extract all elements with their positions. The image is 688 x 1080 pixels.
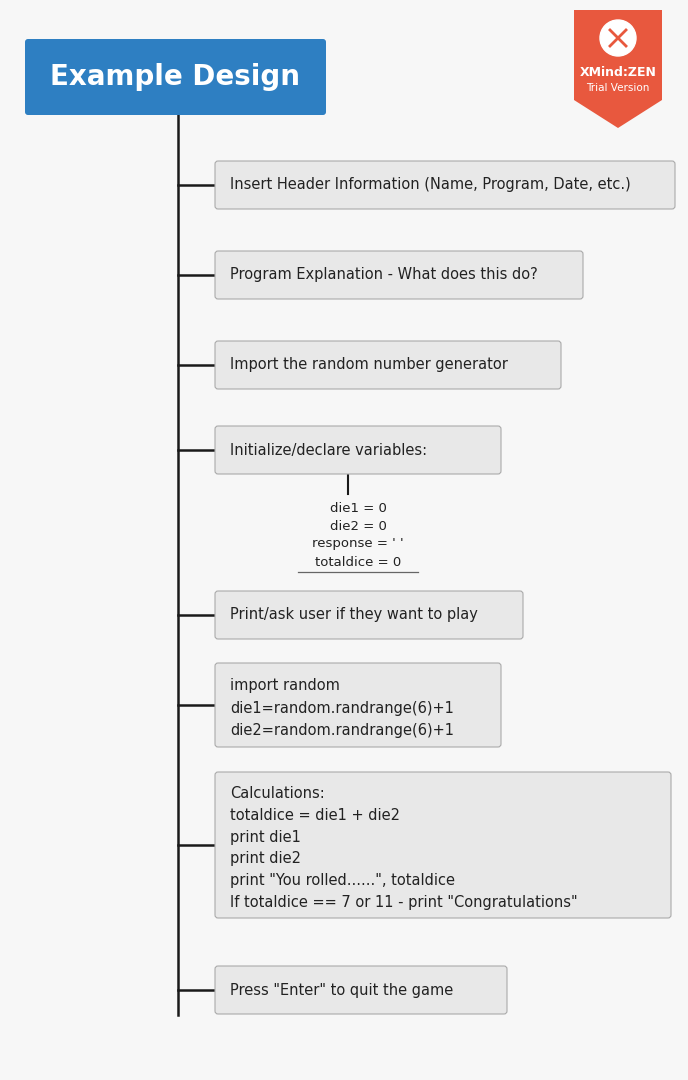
Text: die1 = 0: die1 = 0 [330,501,387,514]
Text: Insert Header Information (Name, Program, Date, etc.): Insert Header Information (Name, Program… [230,177,631,192]
Text: Program Explanation - What does this do?: Program Explanation - What does this do? [230,268,538,283]
Text: If totaldice == 7 or 11 - print "Congratulations": If totaldice == 7 or 11 - print "Congrat… [230,894,578,909]
Text: Press "Enter" to quit the game: Press "Enter" to quit the game [230,983,453,998]
FancyBboxPatch shape [215,426,501,474]
Text: import random: import random [230,678,340,693]
Text: totaldice = die1 + die2: totaldice = die1 + die2 [230,808,400,823]
Text: die2 = 0: die2 = 0 [330,519,387,532]
FancyBboxPatch shape [215,966,507,1014]
Text: totaldice = 0: totaldice = 0 [315,555,401,568]
Text: XMind:ZEN: XMind:ZEN [579,66,656,79]
Text: Import the random number generator: Import the random number generator [230,357,508,373]
Text: Print/ask user if they want to play: Print/ask user if they want to play [230,607,478,622]
Text: Trial Version: Trial Version [586,83,649,93]
Text: print "You rolled......", totaldice: print "You rolled......", totaldice [230,873,455,888]
FancyBboxPatch shape [215,341,561,389]
Text: die2=random.randrange(6)+1: die2=random.randrange(6)+1 [230,724,454,738]
Circle shape [600,21,636,56]
Text: print die1: print die1 [230,829,301,845]
FancyBboxPatch shape [215,772,671,918]
Text: die1=random.randrange(6)+1: die1=random.randrange(6)+1 [230,701,454,715]
FancyBboxPatch shape [215,161,675,210]
Text: Example Design: Example Design [50,63,301,91]
Text: Calculations:: Calculations: [230,786,325,801]
FancyBboxPatch shape [215,663,501,747]
FancyBboxPatch shape [215,251,583,299]
Polygon shape [574,10,662,129]
FancyBboxPatch shape [215,591,523,639]
Text: print die2: print die2 [230,851,301,866]
Text: response = ' ': response = ' ' [312,538,404,551]
FancyBboxPatch shape [25,39,326,114]
Text: Initialize/declare variables:: Initialize/declare variables: [230,443,427,458]
